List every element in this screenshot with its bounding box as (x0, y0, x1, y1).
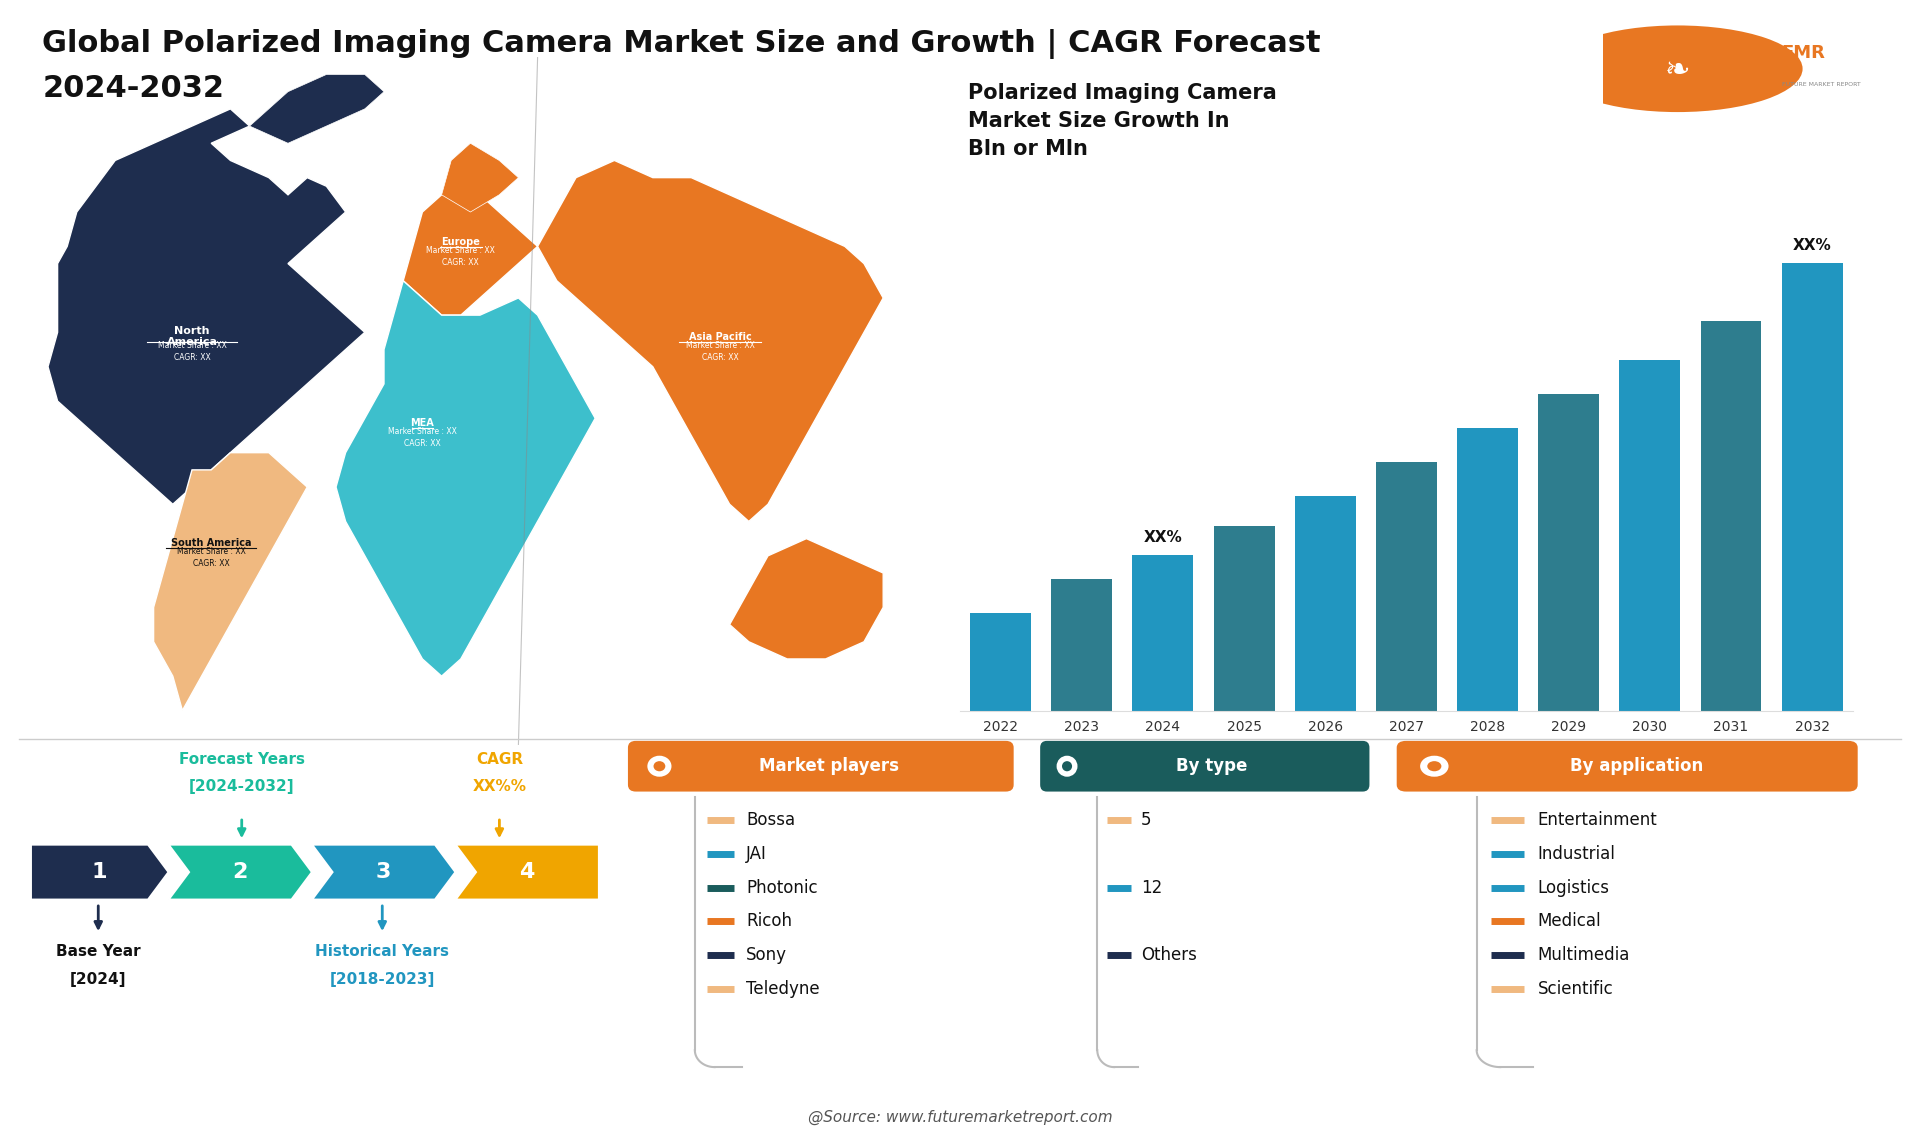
Polygon shape (455, 845, 599, 900)
Bar (970, 613, 1031, 711)
Polygon shape (538, 160, 883, 521)
Text: Global Polarized Imaging Camera Market Size and Growth | CAGR Forecast: Global Polarized Imaging Camera Market S… (42, 29, 1321, 58)
Text: 2: 2 (232, 862, 248, 882)
Bar (1133, 555, 1194, 711)
Text: North
America: North America (167, 325, 217, 347)
Text: Europe: Europe (442, 237, 480, 248)
Text: Others: Others (1140, 947, 1196, 964)
Text: Market Share : XX
CAGR: XX: Market Share : XX CAGR: XX (388, 426, 457, 448)
Circle shape (1062, 761, 1071, 771)
Circle shape (1058, 756, 1077, 776)
Text: 4: 4 (520, 862, 536, 882)
Circle shape (653, 761, 666, 771)
Text: Market Share : XX
CAGR: XX: Market Share : XX CAGR: XX (157, 340, 227, 362)
Text: Sony: Sony (747, 947, 787, 964)
Text: XX%: XX% (1793, 238, 1832, 253)
Bar (1052, 579, 1112, 711)
Text: Historical Years: Historical Years (315, 944, 449, 959)
Polygon shape (48, 109, 365, 504)
Text: Polarized Imaging Camera
Market Size Growth In
Bln or Mln: Polarized Imaging Camera Market Size Gro… (968, 84, 1277, 159)
Bar (1294, 496, 1356, 711)
Text: Logistics: Logistics (1538, 879, 1609, 896)
Polygon shape (169, 845, 311, 900)
Text: By type: By type (1175, 758, 1248, 775)
Text: CAGR: CAGR (476, 752, 522, 767)
Text: Market Share : XX
CAGR: XX: Market Share : XX CAGR: XX (685, 340, 755, 362)
Polygon shape (336, 281, 595, 676)
Text: [2024]: [2024] (69, 972, 127, 987)
Text: XX%%: XX%% (472, 779, 526, 794)
Text: 3: 3 (376, 862, 392, 882)
FancyBboxPatch shape (1396, 740, 1859, 792)
Text: Market Share : XX
CAGR: XX: Market Share : XX CAGR: XX (177, 547, 246, 568)
Text: 1: 1 (92, 862, 108, 882)
Polygon shape (442, 143, 518, 212)
Text: Photonic: Photonic (747, 879, 818, 896)
Polygon shape (154, 453, 307, 711)
Text: XX%: XX% (1144, 529, 1183, 545)
Text: MEA: MEA (411, 417, 434, 427)
Text: [2024-2032]: [2024-2032] (188, 779, 294, 794)
Text: 12: 12 (1140, 879, 1162, 896)
Text: By application: By application (1571, 758, 1703, 775)
Text: @Source: www.futuremarketreport.com: @Source: www.futuremarketreport.com (808, 1110, 1112, 1125)
Bar (1619, 360, 1680, 711)
Bar (1213, 526, 1275, 711)
Text: Asia Pacific: Asia Pacific (689, 331, 751, 342)
Circle shape (1553, 25, 1803, 112)
Text: Medical: Medical (1538, 912, 1601, 931)
Text: Bossa: Bossa (747, 811, 795, 830)
FancyBboxPatch shape (628, 740, 1014, 792)
Text: Base Year: Base Year (56, 944, 140, 959)
Text: Market Share : XX
CAGR: XX: Market Share : XX CAGR: XX (426, 246, 495, 267)
Text: Forecast Years: Forecast Years (179, 752, 305, 767)
Text: JAI: JAI (747, 845, 766, 863)
Text: ❧: ❧ (1665, 56, 1690, 85)
Text: 5: 5 (1140, 811, 1152, 830)
Bar (1701, 321, 1761, 711)
Text: Entertainment: Entertainment (1538, 811, 1657, 830)
Text: Ricoh: Ricoh (747, 912, 793, 931)
Text: Teledyne: Teledyne (747, 980, 820, 998)
Polygon shape (403, 178, 538, 315)
FancyBboxPatch shape (1041, 740, 1369, 792)
Polygon shape (311, 845, 455, 900)
Polygon shape (730, 539, 883, 659)
Text: South America: South America (171, 537, 252, 548)
Text: Multimedia: Multimedia (1538, 947, 1630, 964)
Text: Market players: Market players (758, 758, 899, 775)
Circle shape (1427, 761, 1442, 771)
Text: 2024-2032: 2024-2032 (42, 74, 225, 103)
Bar (1377, 462, 1436, 711)
Bar (1457, 429, 1519, 711)
Circle shape (649, 756, 670, 776)
Text: Industrial: Industrial (1538, 845, 1617, 863)
Text: FMR: FMR (1782, 45, 1826, 62)
Polygon shape (31, 845, 169, 900)
Text: [2018-2023]: [2018-2023] (330, 972, 436, 987)
Bar (1782, 262, 1843, 711)
Bar (1538, 394, 1599, 711)
Text: Scientific: Scientific (1538, 980, 1613, 998)
Polygon shape (250, 74, 384, 143)
Circle shape (1421, 756, 1448, 776)
Text: FUTURE MARKET REPORT: FUTURE MARKET REPORT (1782, 81, 1860, 87)
